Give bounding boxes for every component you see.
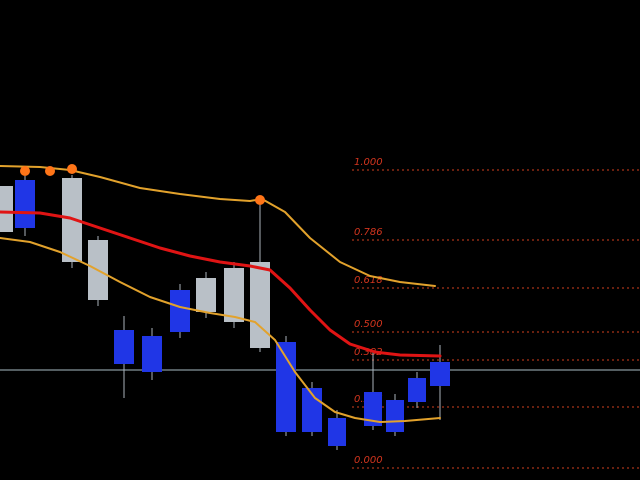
candle-body-bear	[15, 180, 35, 228]
candle-body-bear	[142, 336, 162, 372]
candle-body-bear	[276, 342, 296, 432]
candle-body-bear	[328, 418, 346, 446]
middle-ma-line	[0, 210, 442, 358]
lower-band-line	[0, 237, 441, 423]
candle-body-bear	[114, 330, 134, 364]
fib-level-label: 0.786	[354, 227, 383, 238]
candle-body-bear	[430, 362, 450, 386]
signal-dot	[67, 164, 77, 174]
upper-band-line	[0, 165, 436, 287]
candle-body-bull	[224, 268, 244, 322]
signal-dot	[20, 166, 30, 176]
candle-body-bear	[170, 290, 190, 332]
candle-body-bear	[386, 400, 404, 432]
fib-level-label: 0.500	[354, 319, 383, 330]
fib-level-label: 0.382	[354, 347, 383, 358]
signal-dot	[45, 166, 55, 176]
candle-body-bear	[408, 378, 426, 402]
fib-level-label: 1.000	[354, 157, 383, 168]
fib-level-label: 0.618	[354, 275, 383, 286]
fib-level-label: 0.000	[354, 455, 383, 466]
candle-body-bear	[364, 392, 382, 426]
signal-dot	[255, 195, 265, 205]
candle-body-bull	[250, 262, 270, 348]
candle-body-bull	[0, 186, 13, 232]
candle-body-bull	[196, 278, 216, 312]
